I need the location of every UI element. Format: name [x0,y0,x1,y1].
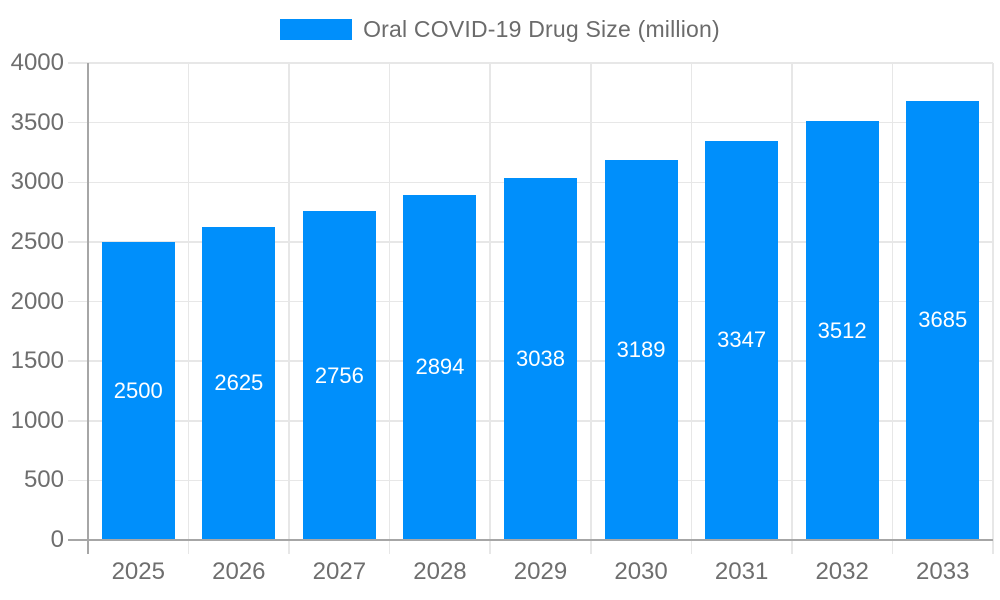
gridline-vertical [690,63,693,540]
gridline-vertical [891,63,894,540]
y-axis-line [87,63,89,554]
x-tick-label: 2027 [312,558,367,585]
bar [504,177,577,540]
bar-value-label: 3512 [817,317,867,343]
bar [705,140,779,540]
x-tick-label: 2029 [513,558,568,585]
x-axis-tick [388,540,391,554]
gridline-horizontal [88,121,993,124]
bar-value-label: 3685 [918,307,968,333]
gridline-vertical [388,63,391,540]
x-tick-label: 2031 [714,558,769,585]
legend-label: Oral COVID-19 Drug Size (million) [363,16,720,42]
x-axis-tick [288,540,290,554]
gridline-horizontal [88,62,993,64]
x-tick-label: 2026 [212,558,266,585]
x-tick-label: 2025 [111,558,165,585]
gridline-vertical [288,63,290,540]
y-tick-label: 1500 [10,347,64,375]
y-tick-label: 2500 [10,227,64,255]
y-axis-tick [68,360,88,362]
bar [604,159,678,540]
x-axis-tick [690,540,693,554]
x-tick-label: 2030 [614,558,668,585]
gridline-vertical [992,63,994,540]
bar-value-label: 2756 [314,362,364,388]
y-axis-tick [68,62,88,64]
y-axis-tick [68,300,88,303]
y-axis-tick [68,241,88,243]
y-tick-label: 500 [23,466,64,494]
y-axis-tick [68,121,88,124]
gridline-vertical [791,63,793,540]
bar-value-label: 3347 [717,327,767,353]
bar-value-label: 2500 [113,377,163,403]
y-tick-label: 2000 [10,287,64,315]
y-axis-tick [68,479,88,482]
bar [302,211,376,540]
bar-value-label: 2894 [415,354,465,380]
y-tick-label: 0 [50,526,64,553]
x-axis-tick [791,540,793,554]
bar [906,100,980,540]
gridline-vertical [489,63,491,540]
x-axis-tick [489,540,491,554]
gridline-vertical [590,63,592,540]
legend[interactable]: Oral COVID-19 Drug Size (million) [0,16,1000,43]
bar [805,121,879,540]
bar-value-label: 2625 [214,370,264,396]
y-tick-label: 3500 [10,108,64,136]
bar [101,241,175,540]
x-axis-tick [891,540,894,554]
x-axis-tick [992,540,994,554]
y-tick-label: 3000 [10,168,64,196]
gridline-vertical [187,63,190,540]
bar [202,226,276,540]
y-axis-tick [68,181,88,183]
legend-swatch [280,19,353,40]
bar-value-label: 3038 [516,345,565,371]
x-tick-label: 2028 [413,558,467,585]
x-axis-line [68,539,993,541]
y-axis-tick [68,420,88,422]
bar [403,194,477,540]
x-tick-label: 2033 [916,558,970,585]
bar-value-label: 3189 [616,336,666,362]
x-tick-label: 2032 [815,558,869,585]
y-tick-label: 4000 [10,49,64,76]
x-axis-tick [187,540,190,554]
y-tick-label: 1000 [10,406,64,434]
x-axis-tick [590,540,592,554]
